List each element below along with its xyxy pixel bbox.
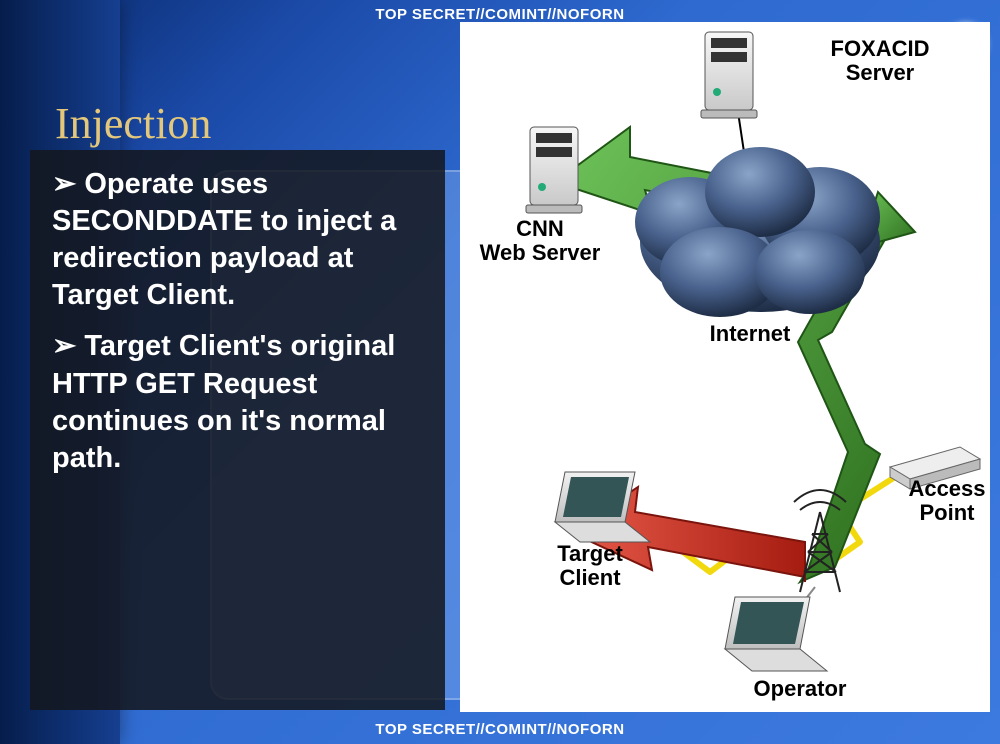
server-cnn-icon (526, 127, 582, 213)
label-cnn: CNNWeb Server (465, 217, 615, 265)
label-target: TargetClient (525, 542, 655, 590)
classification-banner-top: TOP SECRET//COMINT//NOFORN (0, 6, 1000, 23)
bullet-item: Operate uses SECONDDATE to inject a redi… (52, 166, 427, 314)
label-foxacid: FOXACIDServer (780, 37, 980, 85)
slide-title: Injection (55, 98, 211, 149)
classification-banner-bottom: TOP SECRET//COMINT//NOFORN (0, 721, 1000, 738)
bullet-list: Operate uses SECONDDATE to inject a redi… (30, 150, 445, 710)
server-foxacid-icon (701, 32, 757, 118)
network-diagram: FOXACIDServer CNNWeb Server Internet Acc… (460, 22, 990, 712)
diagram-svg (460, 22, 990, 712)
laptop-operator-icon (725, 597, 827, 671)
bullet-item: Target Client's original HTTP GET Reques… (52, 328, 427, 476)
label-ap: AccessPoint (892, 477, 1000, 525)
label-internet: Internet (675, 322, 825, 346)
label-operator: Operator (730, 677, 870, 701)
slide: TOP SECRET//COMINT//NOFORN TOP SECRET//C… (0, 0, 1000, 744)
